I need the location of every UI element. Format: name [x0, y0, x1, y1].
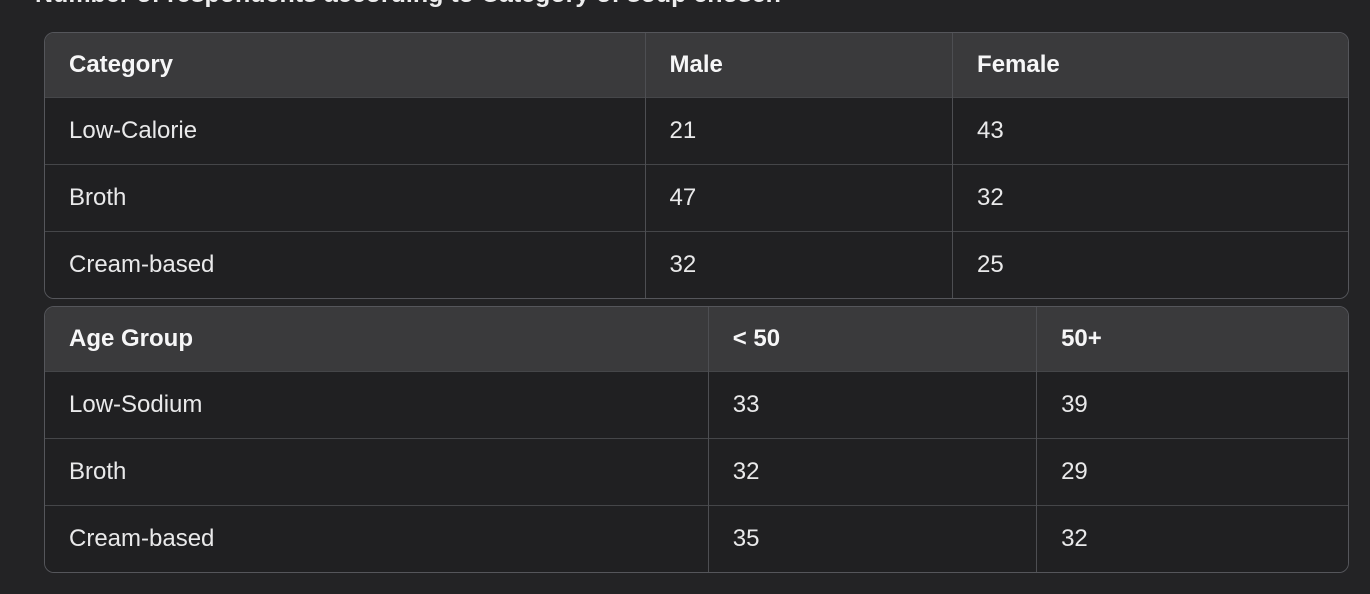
column-header-female: Female — [952, 33, 1348, 98]
table-row: Low-Sodium 33 39 — [45, 371, 1348, 439]
row-label: Broth — [45, 438, 709, 506]
cell-value: 32 — [644, 231, 953, 298]
column-header-50-plus: 50+ — [1036, 307, 1348, 372]
cell-value: 21 — [644, 97, 953, 165]
table-row: Broth 47 32 — [45, 164, 1348, 232]
row-label: Low-Sodium — [45, 371, 709, 439]
cell-value: 39 — [1036, 371, 1348, 439]
cell-value: 32 — [1036, 505, 1348, 572]
gender-table-header-row: Category Male Female — [45, 33, 1348, 98]
clipped-heading-text: Number of respondents according to Categ… — [35, 0, 935, 9]
row-label: Cream-based — [45, 505, 709, 572]
cell-value: 32 — [952, 164, 1348, 232]
gender-table-card: Category Male Female Low-Calorie 21 43 B… — [44, 32, 1349, 299]
gender-table: Category Male Female Low-Calorie 21 43 B… — [45, 33, 1348, 298]
age-group-table-card: Age Group < 50 50+ Low-Sodium 33 39 Brot… — [44, 306, 1349, 573]
row-label: Cream-based — [45, 231, 646, 298]
table-row: Cream-based 32 25 — [45, 231, 1348, 298]
column-header-category: Category — [45, 33, 646, 98]
table-row: Low-Calorie 21 43 — [45, 97, 1348, 165]
column-header-age-group: Age Group — [45, 307, 709, 372]
cell-value: 33 — [707, 371, 1037, 439]
age-group-table: Age Group < 50 50+ Low-Sodium 33 39 Brot… — [45, 307, 1348, 572]
cell-value: 43 — [952, 97, 1348, 165]
table-row: Broth 32 29 — [45, 438, 1348, 506]
column-header-male: Male — [644, 33, 953, 98]
cell-value: 47 — [644, 164, 953, 232]
row-label: Low-Calorie — [45, 97, 646, 165]
table-row: Cream-based 35 32 — [45, 505, 1348, 572]
cell-value: 32 — [707, 438, 1037, 506]
clipped-heading: Number of respondents according to Categ… — [35, 0, 935, 9]
column-header-under-50: < 50 — [707, 307, 1037, 372]
cell-value: 25 — [952, 231, 1348, 298]
cell-value: 29 — [1036, 438, 1348, 506]
cell-value: 35 — [707, 505, 1037, 572]
row-label: Broth — [45, 164, 646, 232]
age-group-table-header-row: Age Group < 50 50+ — [45, 307, 1348, 372]
